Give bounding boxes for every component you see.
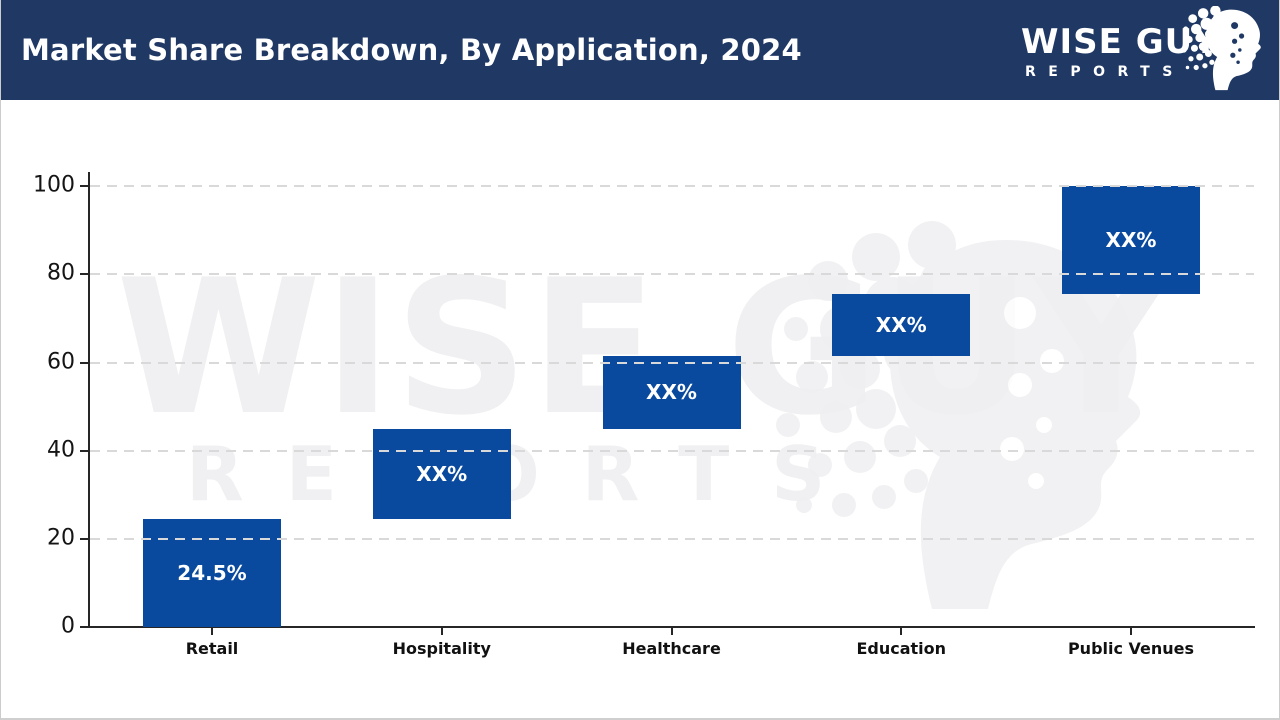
header-band: Market Share Breakdown, By Application, … — [1, 0, 1279, 100]
bar-value-label: XX% — [875, 313, 927, 338]
bar-hospitality: XX% — [372, 428, 511, 520]
bar-retail: 24.5% — [143, 519, 281, 628]
y-tick-mark-60 — [80, 361, 88, 364]
x-tick-mark-retail — [211, 628, 213, 635]
gridline-20 — [90, 538, 1254, 541]
bar-value-label: 24.5% — [177, 561, 247, 586]
y-tick-mark-80 — [80, 273, 88, 276]
x-tick-mark-hospitality — [440, 628, 443, 635]
y-tick-mark-20 — [80, 538, 88, 541]
y-axis-line — [88, 172, 90, 628]
y-tick-label-0: 0 — [61, 613, 75, 639]
gridline-60 — [90, 361, 1254, 364]
y-tick-label-100: 100 — [33, 172, 75, 198]
gridline-100 — [90, 185, 1254, 188]
bar-value-label: XX% — [646, 380, 697, 405]
y-tick-label-20: 20 — [47, 525, 75, 551]
x-axis-label-retail: Retail — [185, 639, 239, 658]
bar-education: XX% — [832, 294, 971, 357]
x-tick-mark-education — [900, 628, 903, 635]
wiseguy-logo: WISE GUY REPORTS — [1011, 4, 1273, 96]
y-tick-label-40: 40 — [47, 437, 75, 463]
bar-public-venues: XX% — [1062, 186, 1200, 295]
bar-healthcare: XX% — [602, 356, 741, 429]
x-tick-mark-public-venues — [1130, 628, 1132, 635]
x-axis-label-healthcare: Healthcare — [622, 639, 721, 658]
gridline-80 — [90, 273, 1254, 276]
chart-title: Market Share Breakdown, By Application, … — [21, 33, 802, 67]
y-tick-mark-0 — [80, 626, 88, 629]
gridline-40 — [90, 449, 1254, 452]
bar-value-label: XX% — [416, 461, 468, 486]
bar-value-label: XX% — [1105, 228, 1157, 253]
x-tick-mark-healthcare — [670, 628, 673, 635]
y-tick-mark-40 — [80, 449, 88, 452]
y-tick-mark-100 — [80, 185, 88, 188]
x-axis-line — [88, 626, 1255, 628]
logo-subtext: REPORTS — [1025, 64, 1185, 80]
y-tick-label-80: 80 — [47, 260, 75, 286]
logo-face-icon — [1181, 6, 1261, 91]
x-axis-label-hospitality: Hospitality — [392, 639, 491, 658]
x-axis-label-public-venues: Public Venues — [1067, 639, 1195, 658]
y-tick-label-60: 60 — [47, 349, 75, 375]
x-axis-label-education: Education — [856, 639, 947, 658]
